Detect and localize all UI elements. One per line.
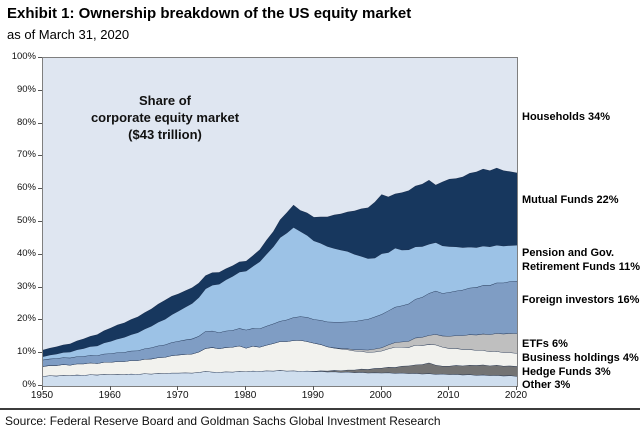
chart-annotation-line: Share of (138, 93, 191, 108)
page-subtitle: as of March 31, 2020 (7, 27, 130, 42)
series-label-hedge-funds: Hedge Funds 3% (522, 366, 611, 378)
y-axis-label: 80% (16, 116, 36, 128)
x-axis-tick (177, 386, 179, 390)
x-axis-tick (448, 386, 450, 390)
y-axis-tick (38, 352, 42, 354)
y-axis-label: 60% (16, 182, 36, 194)
x-axis-label: 2000 (369, 390, 392, 401)
area-etfs (43, 333, 517, 367)
series-label-mutual-funds: Mutual Funds 22% (522, 194, 619, 206)
area-mutual-funds (43, 167, 517, 357)
y-axis-label: 70% (16, 149, 36, 161)
area-other (43, 370, 517, 386)
area-households (43, 58, 517, 350)
plot-area (42, 57, 518, 387)
x-axis-tick (312, 386, 314, 390)
area-pension-funds (43, 227, 517, 360)
y-axis-tick (38, 89, 42, 91)
source-text: Source: Federal Reserve Board and Goldma… (5, 414, 441, 428)
series-label-households: Households 34% (522, 111, 611, 123)
x-axis-label: 1970 (166, 390, 189, 401)
page-title: Exhibit 1: Ownership breakdown of the US… (7, 5, 412, 22)
y-axis-label: 10% (16, 346, 36, 358)
chart-annotation-line: ($43 trillion) (128, 127, 202, 142)
series-label-pension-funds: Pension and Gov. Retirement Funds 11% (522, 247, 640, 273)
chart-annotation: Share of corporate equity market ($43 tril… (52, 92, 278, 143)
series-label-foreign-investors: Foreign investors 16% (522, 294, 640, 306)
y-axis-label: 90% (16, 83, 36, 95)
x-axis-tick (42, 386, 43, 390)
area-hedge-funds (43, 362, 517, 377)
x-axis-label: 1990 (301, 390, 324, 401)
x-axis-tick (245, 386, 247, 390)
y-axis-label: 40% (16, 247, 36, 259)
y-axis-label: 0% (22, 379, 36, 390)
area-business-holdings (43, 340, 517, 377)
x-axis-tick (516, 386, 517, 390)
x-axis-tick (380, 386, 382, 390)
x-axis-label: 1950 (30, 390, 54, 401)
chart-canvas (43, 58, 517, 386)
x-axis-label: 1960 (98, 390, 121, 401)
series-label-etfs: ETFs 6% (522, 338, 568, 350)
x-axis-tick (109, 386, 111, 390)
x-axis-label: 2010 (437, 390, 460, 401)
y-axis-tick (38, 319, 42, 321)
y-axis-label: 20% (16, 313, 36, 325)
chart-annotation-line: corporate equity market (90, 110, 240, 125)
x-axis-label: 1980 (234, 390, 257, 401)
y-axis-tick (38, 385, 42, 386)
y-axis-label: 30% (16, 280, 36, 292)
source-divider (0, 408, 640, 410)
series-label-business-holdings: Business holdings 4% (522, 352, 639, 364)
y-axis-tick (38, 188, 42, 190)
y-axis-tick (38, 155, 42, 157)
y-axis-label: 100% (11, 51, 36, 62)
y-axis-tick (38, 122, 42, 124)
y-axis-tick (38, 253, 42, 255)
area-foreign-investors (43, 281, 517, 367)
y-axis-tick (38, 221, 42, 222)
y-axis-tick (38, 286, 42, 288)
y-axis-label: 50% (16, 215, 36, 226)
y-axis-tick (38, 57, 42, 58)
x-axis-label: 2020 (504, 390, 528, 401)
series-label-other: Other 3% (522, 379, 571, 391)
